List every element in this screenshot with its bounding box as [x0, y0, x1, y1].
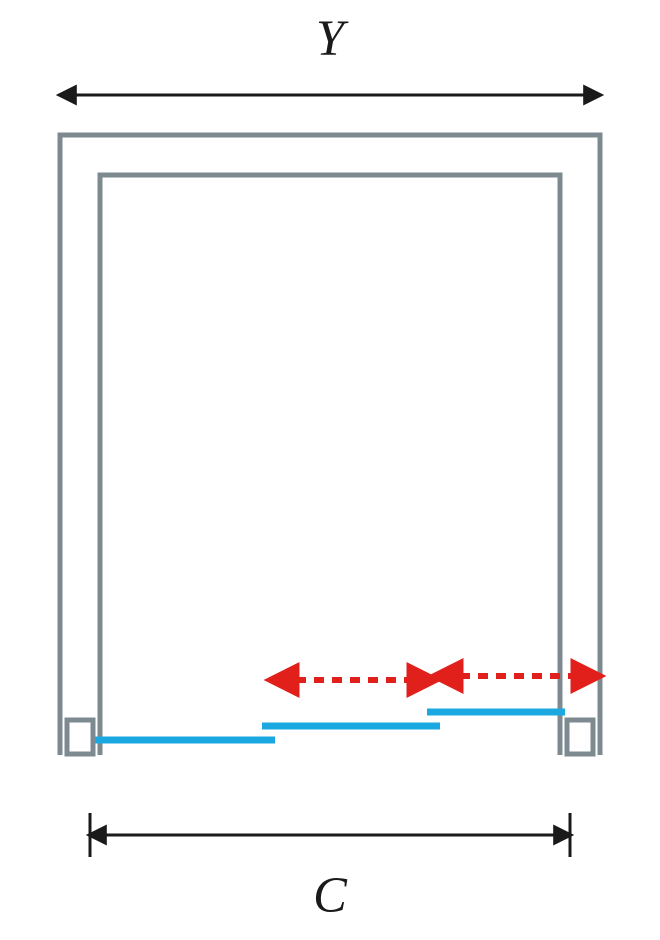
dimension-label-c: C — [313, 867, 348, 923]
motion-arrows — [278, 676, 592, 680]
mount-bracket-right — [567, 720, 593, 754]
enclosure-inner — [100, 175, 560, 755]
sliding-panels — [95, 712, 565, 740]
enclosure-outer — [60, 135, 600, 755]
mount-bracket-left — [67, 720, 93, 754]
dimension-label-y: Y — [316, 10, 349, 66]
diagram-canvas: Y C — [0, 0, 660, 940]
diagram-svg: Y C — [0, 0, 660, 940]
